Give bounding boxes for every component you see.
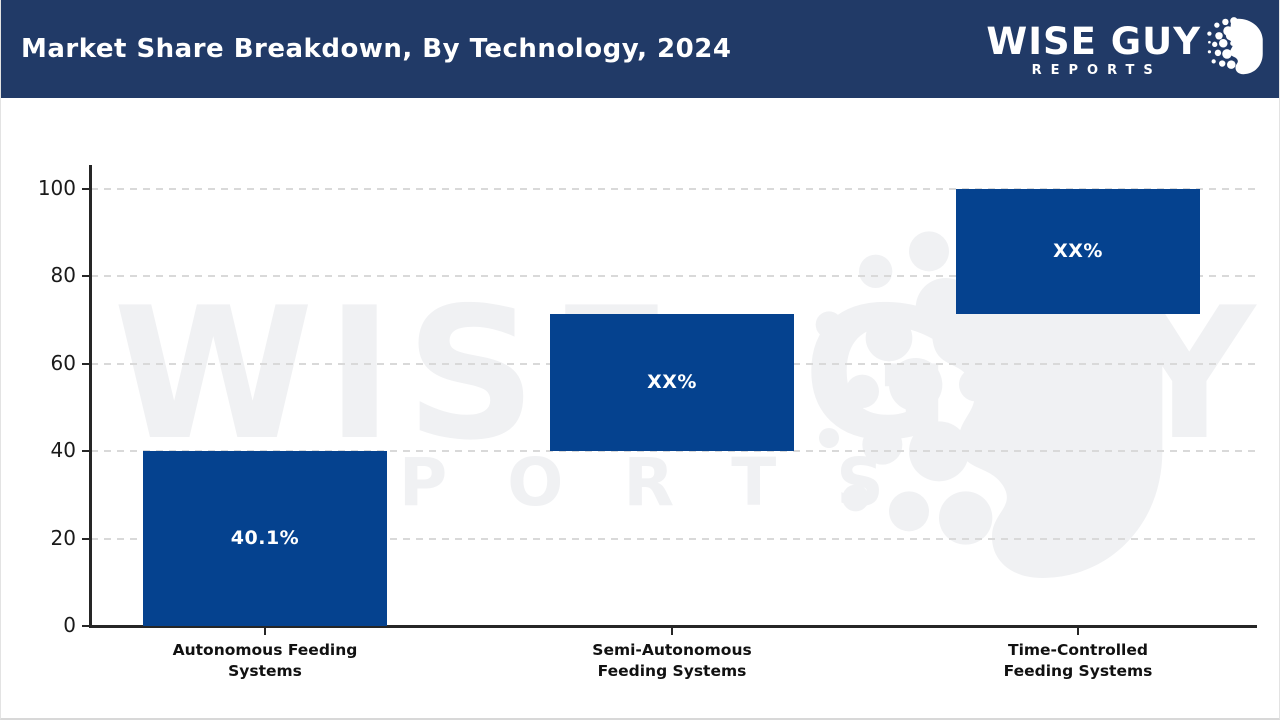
chart-title: Market Share Breakdown, By Technology, 2…	[21, 34, 732, 64]
y-tick-mark	[82, 625, 90, 627]
x-tick-mark	[264, 628, 266, 635]
bar: 40.1%	[143, 450, 387, 626]
y-tick-label: 20	[50, 525, 76, 550]
logo-sub-text: REPORTS	[1031, 63, 1162, 78]
x-category-label: Semi-Autonomous Feeding Systems	[592, 641, 752, 680]
bar-value-label: 40.1%	[230, 527, 300, 550]
gridline	[91, 187, 1257, 190]
y-axis-line	[89, 165, 92, 628]
y-tick-mark	[82, 275, 90, 277]
y-tick-label: 0	[63, 613, 76, 637]
x-tick-mark	[671, 628, 673, 635]
gridline	[91, 450, 1257, 452]
bar-value-label: XX%	[1053, 240, 1103, 263]
y-tick-mark	[82, 537, 90, 540]
header: Market Share Breakdown, By Technology, 2…	[1, 0, 1279, 98]
gridline	[91, 275, 1257, 277]
logo-text: WISE GUY REPORTS	[986, 20, 1201, 79]
brand-logo: WISE GUY REPORTS	[986, 8, 1267, 86]
x-tick-mark	[1077, 628, 1079, 635]
x-axis-line	[89, 625, 1257, 628]
x-category-label: Time-Controlled Feeding Systems	[1003, 641, 1153, 680]
y-tick-label: 100	[37, 175, 76, 200]
logo-brand-text: WISE GUY	[986, 20, 1201, 63]
y-tick-mark	[82, 450, 90, 452]
watermark-head-icon	[815, 222, 1163, 579]
logo-head-icon	[1207, 17, 1263, 75]
bar-value-label: XX%	[647, 371, 697, 394]
bar: XX%	[956, 188, 1200, 314]
gridline	[91, 537, 1257, 540]
x-category-label: Autonomous Feeding Systems	[172, 641, 358, 680]
bar: XX%	[550, 313, 794, 451]
y-tick-label: 60	[50, 350, 76, 375]
y-tick-mark	[82, 362, 90, 365]
y-tick-mark	[82, 187, 90, 190]
y-tick-label: 80	[50, 263, 76, 287]
y-tick-label: 40	[50, 438, 76, 462]
